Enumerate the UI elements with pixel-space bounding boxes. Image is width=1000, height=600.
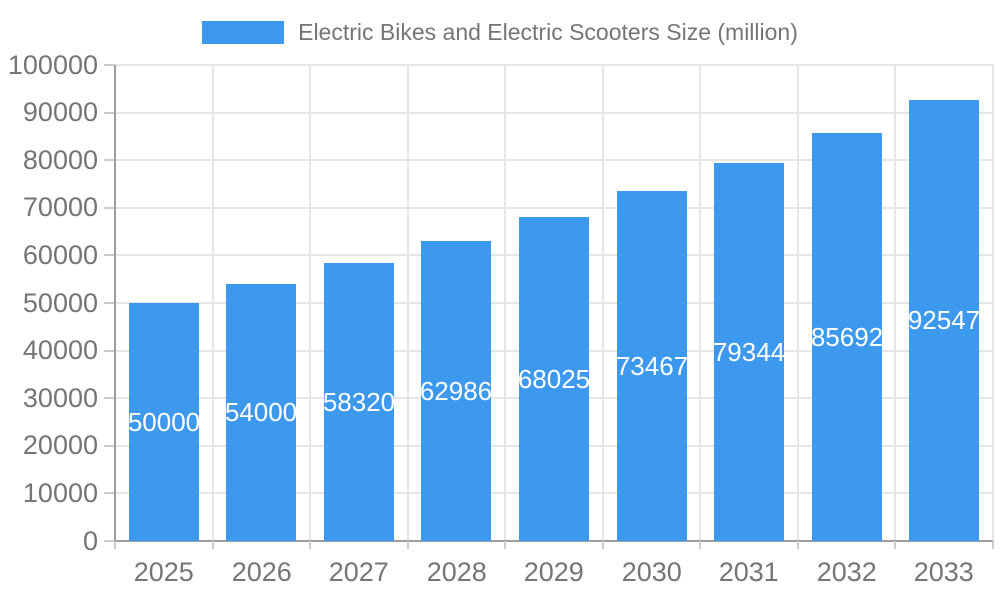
x-tick-mark [601,541,604,549]
x-tick-label: 2027 [328,557,389,587]
h-gridline [115,159,993,162]
x-axis-labels: 2025 2026 2027 2028 2029 2030 2031 2032 2033 [115,556,993,590]
bar[interactable]: 58320 [322,263,396,541]
y-tick-mark [104,444,115,447]
y-tick-mark [104,111,115,114]
y-tick-label: 70000 [22,192,98,223]
x-tick-label: 2026 [231,557,292,587]
y-axis-line [114,65,116,541]
x-tick-mark [114,541,116,549]
x-tick-mark [211,541,214,549]
bar-label: 92547 [907,305,981,335]
bar-label: 58320 [322,386,396,417]
bar[interactable]: 73467 [615,191,689,541]
v-gridline [699,65,702,541]
bar-label: 54000 [224,397,298,427]
x-tick-mark [796,541,799,549]
x-tick-mark [699,541,702,549]
x-tick-label: 2032 [816,557,877,587]
y-tick-mark [104,64,115,66]
y-tick-label: 90000 [22,97,98,128]
v-gridline [894,65,897,541]
y-tick-label: 60000 [22,239,98,270]
x-tick-mark [406,541,409,549]
h-gridline [115,206,993,209]
bar[interactable]: 68025 [517,217,591,541]
bar-label: 85692 [810,321,884,352]
v-gridline [406,65,409,541]
bar[interactable]: 62986 [419,241,493,541]
h-gridline [115,64,993,66]
v-gridline [796,65,799,541]
y-tick-mark [104,302,115,304]
bar[interactable]: 79344 [712,163,786,541]
legend: Electric Bikes and Electric Scooters Siz… [0,12,1000,52]
x-tick-mark [992,541,994,549]
bar-label: 62986 [419,375,493,406]
bar-label: 79344 [712,336,786,367]
bar-label: 68025 [517,363,591,394]
x-tick-label: 2029 [523,557,584,587]
x-tick-mark [309,541,312,549]
y-tick-mark [104,397,115,400]
v-gridline [992,65,994,541]
y-axis-labels: 0 10000 20000 30000 40000 50000 60000 70000 8000… [0,51,115,554]
v-gridline [309,65,312,541]
y-tick-mark [104,540,115,542]
y-tick-label: 40000 [22,335,98,366]
bar-label: 73467 [615,350,689,381]
bar[interactable]: 50000 [127,303,201,541]
y-tick-mark [104,206,115,209]
y-tick-mark [104,492,115,495]
y-tick-label: 80000 [22,144,98,175]
y-tick-mark [104,349,115,352]
v-gridline [601,65,604,541]
bar-label: 50000 [127,406,201,437]
h-gridline [115,111,993,114]
bar[interactable]: 54000 [224,284,298,541]
bar[interactable]: 85692 [810,133,884,541]
bar[interactable]: 92547 [907,100,981,541]
y-tick-label: 50000 [22,287,98,318]
x-tick-label: 2031 [718,557,779,587]
plot-area: 50000 54000 58320 62986 68025 73467 79344 85692… [114,64,994,542]
y-tick-mark [104,254,115,257]
x-tick-label: 2028 [426,557,487,587]
x-axis-line [114,540,993,542]
y-tick-label: 30000 [22,382,98,413]
y-tick-mark [104,159,115,162]
x-tick-label: 2033 [913,557,974,587]
legend-swatch [202,20,285,44]
v-gridline [504,65,507,541]
y-tick-label: 20000 [22,430,98,461]
v-gridline [211,65,214,541]
y-tick-label: 10000 [22,477,98,508]
y-tick-label: 100000 [7,49,98,80]
x-tick-mark [894,541,897,549]
x-tick-mark [504,541,507,549]
y-tick-label: 0 [82,525,98,556]
x-tick-label: 2025 [133,557,194,587]
legend-label: Electric Bikes and Electric Scooters Siz… [298,18,798,45]
x-tick-label: 2030 [621,557,682,587]
